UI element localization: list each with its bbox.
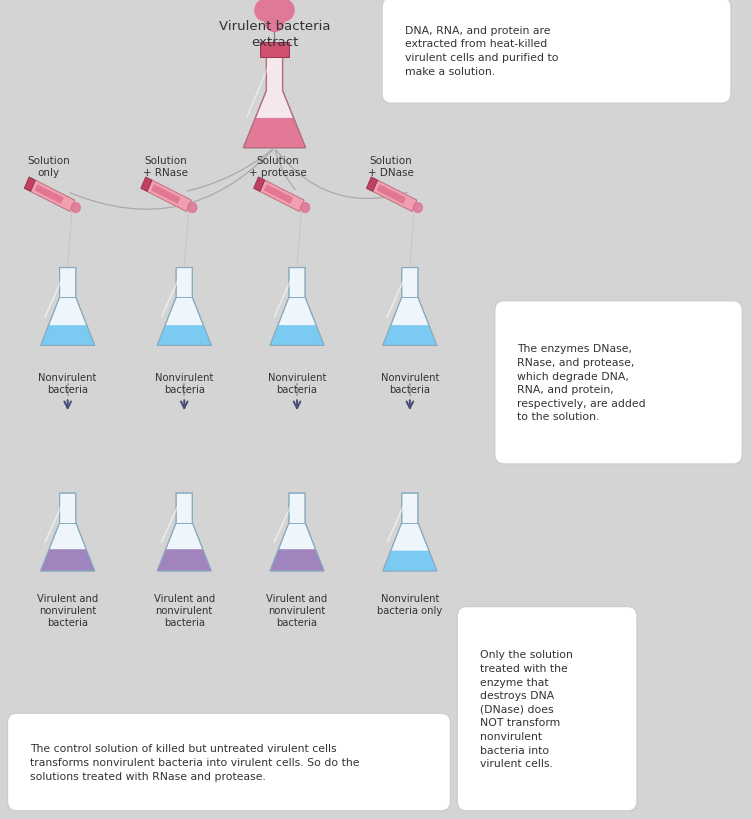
Polygon shape — [383, 326, 437, 346]
FancyBboxPatch shape — [457, 607, 637, 811]
Polygon shape — [157, 550, 211, 572]
Text: Virulent and
nonvirulent
bacteria: Virulent and nonvirulent bacteria — [266, 594, 328, 627]
Circle shape — [274, 1, 294, 22]
Polygon shape — [141, 178, 152, 192]
Polygon shape — [244, 119, 305, 148]
Text: The control solution of killed but untreated virulent cells
transforms nonvirule: The control solution of killed but untre… — [30, 744, 359, 781]
Circle shape — [301, 203, 310, 213]
Text: Solution
+ RNase: Solution + RNase — [143, 156, 188, 178]
Polygon shape — [147, 181, 191, 212]
Circle shape — [71, 203, 80, 213]
Circle shape — [265, 0, 284, 11]
Polygon shape — [383, 493, 437, 572]
Polygon shape — [151, 185, 180, 205]
Polygon shape — [253, 178, 265, 192]
Text: Nonvirulent
bacteria: Nonvirulent bacteria — [155, 373, 214, 394]
Text: Nonvirulent
bacteria: Nonvirulent bacteria — [268, 373, 326, 394]
Text: Only the solution
treated with the
enzyme that
destroys DNA
(DNase) does
NOT tra: Only the solution treated with the enzym… — [480, 649, 573, 768]
Text: Virulent bacteria
extract: Virulent bacteria extract — [219, 20, 330, 48]
FancyBboxPatch shape — [8, 713, 450, 811]
Polygon shape — [270, 550, 324, 572]
Text: Virulent and
nonvirulent
bacteria: Virulent and nonvirulent bacteria — [37, 594, 99, 627]
Polygon shape — [383, 551, 437, 572]
Text: Nonvirulent
bacteria only: Nonvirulent bacteria only — [378, 594, 442, 615]
Polygon shape — [41, 493, 95, 572]
Circle shape — [265, 11, 284, 33]
FancyBboxPatch shape — [260, 43, 289, 58]
Polygon shape — [24, 178, 35, 192]
Polygon shape — [383, 269, 437, 346]
Polygon shape — [264, 185, 293, 205]
Text: DNA, RNA, and protein are
extracted from heat-killed
virulent cells and purified: DNA, RNA, and protein are extracted from… — [405, 26, 558, 76]
Polygon shape — [41, 326, 95, 346]
Text: Virulent and
nonvirulent
bacteria: Virulent and nonvirulent bacteria — [153, 594, 215, 627]
Polygon shape — [41, 550, 95, 572]
Polygon shape — [260, 181, 304, 212]
Circle shape — [188, 203, 197, 213]
Polygon shape — [366, 178, 378, 192]
Polygon shape — [244, 57, 305, 148]
Polygon shape — [41, 269, 95, 346]
Polygon shape — [157, 269, 211, 346]
Polygon shape — [31, 181, 74, 212]
Text: Nonvirulent
bacteria: Nonvirulent bacteria — [381, 373, 439, 394]
Circle shape — [255, 1, 274, 22]
Polygon shape — [157, 493, 211, 572]
Text: Nonvirulent
bacteria: Nonvirulent bacteria — [38, 373, 97, 394]
Polygon shape — [377, 185, 406, 205]
Polygon shape — [157, 326, 211, 346]
Text: Solution
+ protease: Solution + protease — [250, 156, 307, 178]
Polygon shape — [270, 493, 324, 572]
Polygon shape — [270, 326, 324, 346]
Circle shape — [414, 203, 423, 213]
Text: Solution
only: Solution only — [28, 156, 70, 178]
Text: The enzymes DNase,
RNase, and protease,
which degrade DNA,
RNA, and protein,
res: The enzymes DNase, RNase, and protease, … — [517, 344, 646, 422]
Text: Solution
+ DNase: Solution + DNase — [368, 156, 414, 178]
Polygon shape — [373, 181, 417, 212]
FancyBboxPatch shape — [382, 0, 731, 104]
Polygon shape — [270, 269, 324, 346]
Polygon shape — [35, 185, 64, 205]
FancyBboxPatch shape — [495, 301, 742, 464]
